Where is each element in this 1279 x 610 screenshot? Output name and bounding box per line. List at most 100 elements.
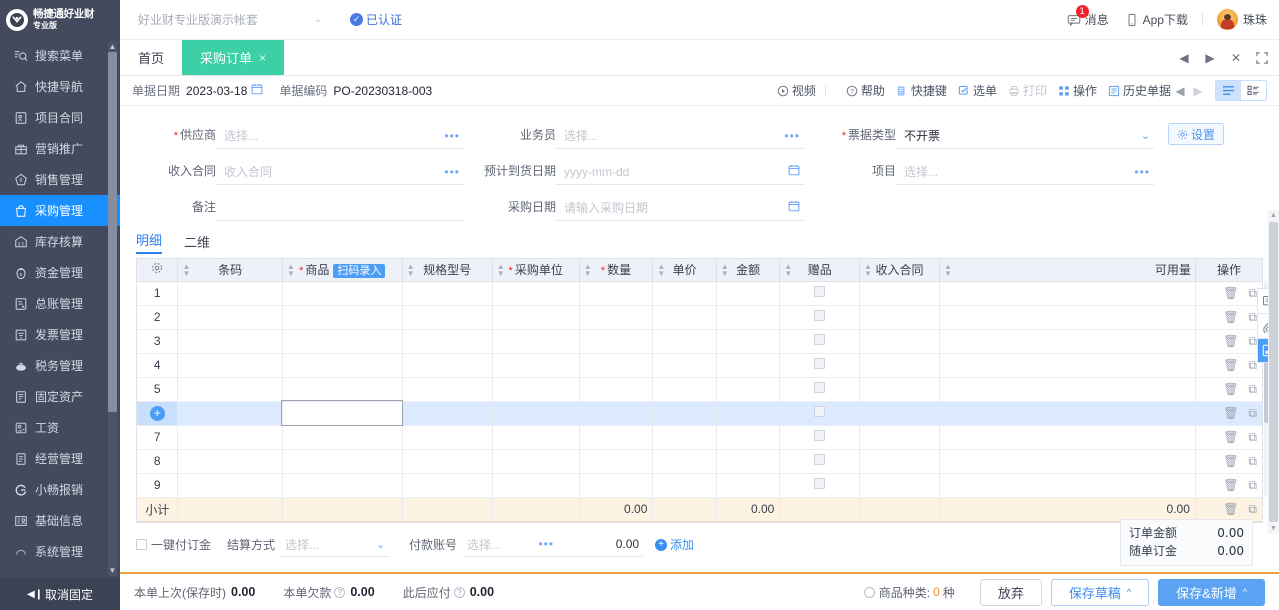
cell-income-contract[interactable] <box>859 449 940 474</box>
calendar-icon[interactable] <box>251 83 263 98</box>
cell-gift[interactable] <box>779 425 861 450</box>
gift-checkbox[interactable] <box>814 286 826 297</box>
cell-gift[interactable] <box>779 353 861 378</box>
chevron-down-icon[interactable]: ⌄ <box>375 538 386 551</box>
grid-tab-detail[interactable]: 明细 <box>136 230 163 254</box>
cell-gift[interactable] <box>779 473 861 498</box>
plus-icon[interactable]: + <box>149 405 165 421</box>
sidebar-item-invoice[interactable]: 发票管理 <box>0 319 120 350</box>
sort-icon[interactable]: ▲ ▼ <box>864 261 873 278</box>
gift-checkbox[interactable] <box>814 310 826 321</box>
copy-icon[interactable]: ⧉ <box>1248 429 1257 444</box>
cell-amount[interactable] <box>716 281 781 306</box>
col-spec[interactable]: ▲ ▼ 规格型号 <box>402 259 493 282</box>
delete-icon[interactable]: 🗑 <box>1223 333 1239 348</box>
help-action[interactable]: ? 帮助 <box>846 82 885 99</box>
pick-doc-action[interactable]: 选单 <box>958 82 997 99</box>
cell-amount[interactable] <box>716 353 781 378</box>
sort-icon[interactable]: ▲ ▼ <box>286 261 295 278</box>
expected-date-input[interactable]: yyyy-mm-dd <box>556 159 804 185</box>
table-row[interactable]: 4 🗑 ⧉ <box>137 353 1262 378</box>
chevron-down-icon[interactable]: ⌄ <box>1140 130 1150 142</box>
scroll-up-icon[interactable]: ▲ <box>1270 212 1277 219</box>
cell-barcode[interactable] <box>177 353 283 378</box>
cell-available[interactable] <box>939 305 1196 330</box>
cell-income-contract[interactable] <box>859 305 940 330</box>
col-amount[interactable]: ▲ ▼ 金额 <box>716 259 781 282</box>
cell-product[interactable] <box>281 400 404 426</box>
remark-input[interactable] <box>216 195 464 221</box>
delete-icon[interactable]: 🗑 <box>1223 477 1239 492</box>
table-row[interactable]: 9 🗑 ⧉ <box>137 473 1262 498</box>
cell-spec[interactable] <box>402 473 493 498</box>
cell-amount[interactable] <box>716 449 781 474</box>
calendar-icon[interactable] <box>788 200 800 215</box>
cell-purchase-unit[interactable] <box>492 329 580 354</box>
sidebar-item-inventory[interactable]: 库存核算 <box>0 226 120 257</box>
messages-button[interactable]: 消息 1 <box>1067 5 1109 28</box>
doc-date-value[interactable]: 2023-03-18 <box>186 83 248 98</box>
sidebar-item-fixed-asset[interactable]: 固定资产 <box>0 381 120 412</box>
payment-amount-input[interactable]: 0.00 <box>558 533 644 557</box>
sidebar-item-funds[interactable]: ¥ 资金管理 <box>0 257 120 288</box>
cell-income-contract[interactable] <box>859 377 940 402</box>
cell-price[interactable] <box>652 353 717 378</box>
cell-available[interactable] <box>939 449 1196 474</box>
bill-type-select[interactable]: 不开票 ⌄ <box>896 123 1154 149</box>
col-available[interactable]: ▲ ▼ 可用量 <box>939 259 1196 282</box>
settle-method-select[interactable]: 选择... ⌄ <box>281 533 390 557</box>
prepay-checkbox[interactable] <box>136 539 147 550</box>
clerk-input[interactable]: 选择... ••• <box>556 123 804 149</box>
cell-gift[interactable] <box>779 329 861 354</box>
sidebar-scroll-thumb[interactable] <box>108 52 117 412</box>
cell-amount[interactable] <box>716 329 781 354</box>
sidebar-item-search-menu[interactable]: 搜索菜单 <box>0 40 120 71</box>
sort-icon[interactable]: ▲ ▼ <box>496 261 505 278</box>
save-and-new-button[interactable]: 保存&新增 ^ <box>1158 578 1265 606</box>
cell-barcode[interactable] <box>177 377 283 402</box>
cell-income-contract[interactable] <box>859 329 940 354</box>
app-download-button[interactable]: App下载 <box>1125 11 1188 28</box>
unpin-sidebar-button[interactable]: ◀❙ 取消固定 <box>0 578 120 610</box>
add-payment-button[interactable]: + 添加 <box>655 536 694 553</box>
sidebar-item-quick-nav[interactable]: 快捷导航 <box>0 71 120 102</box>
hotkey-action[interactable]: 快捷键 <box>896 82 947 99</box>
cell-available[interactable] <box>939 281 1196 306</box>
scroll-up-icon[interactable]: ▲ <box>108 42 117 51</box>
cell-amount[interactable] <box>716 473 781 498</box>
copy-icon[interactable]: ⧉ <box>1248 501 1257 516</box>
gift-checkbox[interactable] <box>814 358 826 369</box>
tab-home[interactable]: 首页 <box>120 40 182 75</box>
sidebar-scrollbar[interactable]: ▲ ▼ <box>108 42 117 576</box>
cell-quantity[interactable] <box>579 425 654 450</box>
cell-product[interactable] <box>282 353 403 378</box>
supplier-input[interactable]: 选择... ••• <box>216 123 464 149</box>
cell-spec[interactable] <box>402 329 493 354</box>
table-row[interactable]: 3 🗑 ⧉ <box>137 329 1262 354</box>
cell-product[interactable] <box>282 473 403 498</box>
delete-icon[interactable]: 🗑 <box>1223 309 1239 324</box>
cell-barcode[interactable] <box>177 281 283 306</box>
sidebar-item-purchase[interactable]: 采购管理 <box>0 195 120 226</box>
close-icon[interactable]: × <box>259 50 267 65</box>
cell-quantity[interactable] <box>579 449 654 474</box>
grid-tab-matrix[interactable]: 二维 <box>184 235 211 250</box>
cell-amount[interactable] <box>716 425 781 450</box>
purchase-date-input[interactable]: 请输入采购日期 <box>556 195 804 221</box>
cell-quantity[interactable] <box>579 305 654 330</box>
cell-product[interactable] <box>282 377 403 402</box>
sort-icon[interactable]: ▲ ▼ <box>657 261 666 278</box>
add-row-button[interactable]: + <box>137 401 179 426</box>
next-doc-icon[interactable]: ▶ <box>1193 83 1203 98</box>
scan-entry-badge[interactable]: 扫码录入 <box>333 264 386 279</box>
cell-product[interactable] <box>282 329 403 354</box>
sidebar-item-reimburse[interactable]: 小畅报销 <box>0 474 120 505</box>
cell-amount[interactable] <box>716 401 781 426</box>
sort-icon[interactable]: ▲ ▼ <box>406 261 415 278</box>
cell-quantity[interactable] <box>579 401 654 426</box>
table-row[interactable]: 7 🗑 ⧉ <box>137 425 1262 450</box>
delete-icon[interactable]: 🗑 <box>1223 381 1239 396</box>
gift-checkbox[interactable] <box>814 334 826 345</box>
cell-gift[interactable] <box>779 305 861 330</box>
project-more-icon[interactable]: ••• <box>1134 164 1150 179</box>
